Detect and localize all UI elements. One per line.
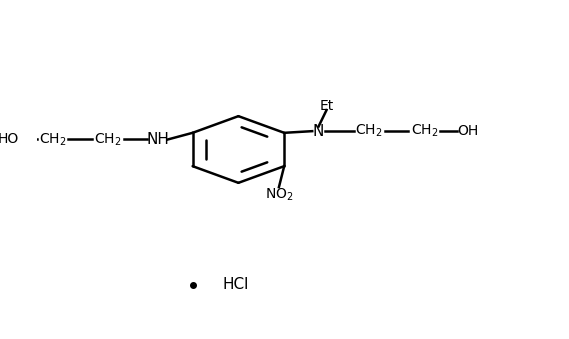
Text: OH: OH <box>457 124 479 138</box>
Text: HO: HO <box>0 133 19 146</box>
Text: Et: Et <box>319 99 333 113</box>
Text: CH$_2$: CH$_2$ <box>94 131 122 148</box>
Text: NH: NH <box>147 132 170 147</box>
Text: CH$_2$: CH$_2$ <box>39 131 66 148</box>
Text: HCl: HCl <box>222 277 249 292</box>
Text: N: N <box>313 124 324 139</box>
Text: CH$_2$: CH$_2$ <box>411 123 438 139</box>
Text: CH$_2$: CH$_2$ <box>355 123 382 139</box>
Text: NO$_2$: NO$_2$ <box>265 186 293 203</box>
